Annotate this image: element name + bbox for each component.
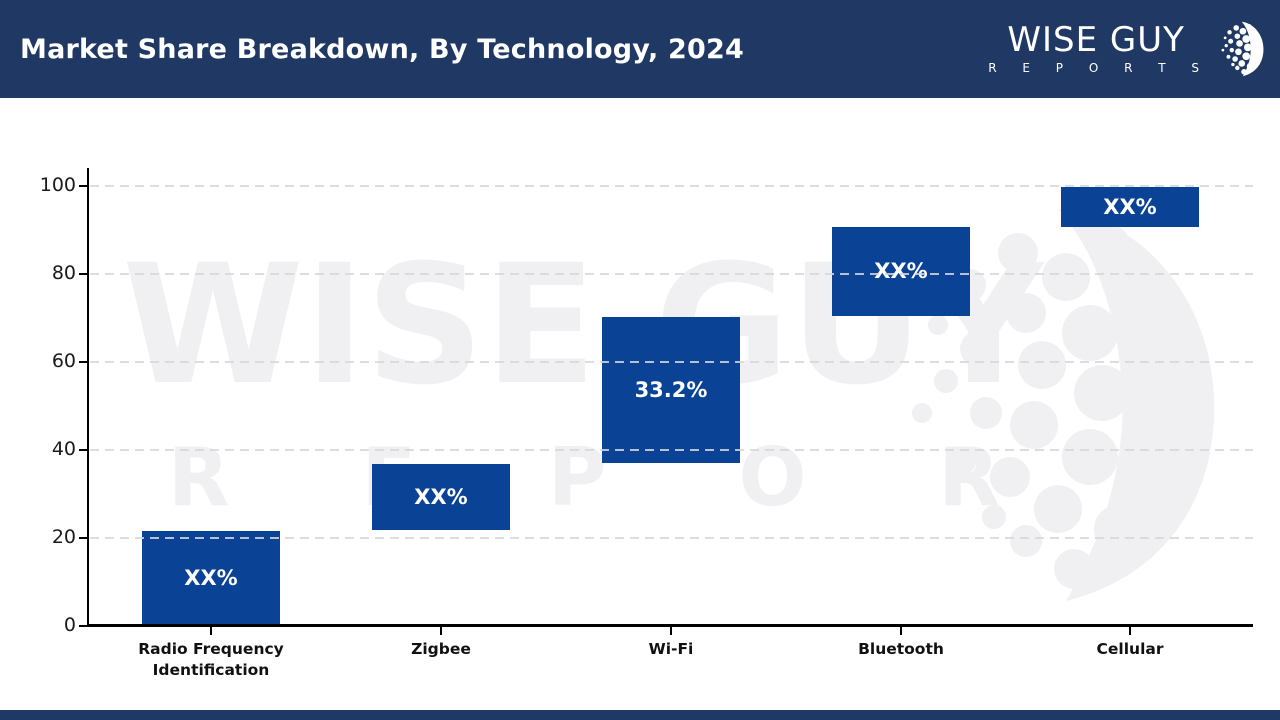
x-axis-tick bbox=[670, 627, 672, 635]
logo-subtext: R E P O R T S bbox=[988, 61, 1210, 75]
header-bar: Market Share Breakdown, By Technology, 2… bbox=[0, 0, 1280, 98]
y-axis-tick-label: 100 bbox=[39, 174, 76, 196]
y-axis-tick bbox=[79, 273, 88, 275]
y-axis-tick-label: 80 bbox=[51, 262, 76, 284]
gridline-60 bbox=[90, 361, 1253, 363]
y-axis-tick-label: 40 bbox=[51, 438, 76, 460]
x-axis-category-label: Cellular bbox=[1096, 640, 1164, 658]
bar-value-label: XX% bbox=[1103, 194, 1157, 219]
gridline-20 bbox=[90, 537, 1253, 539]
bar-bluetooth: XX% bbox=[832, 226, 970, 316]
footer-bar bbox=[0, 710, 1280, 720]
y-axis-tick-label: 20 bbox=[51, 526, 76, 548]
x-axis-line bbox=[87, 624, 1253, 627]
bar-value-label: XX% bbox=[184, 566, 238, 591]
y-axis-tick-label: 0 bbox=[63, 614, 76, 636]
y-axis-tick bbox=[79, 537, 88, 539]
x-axis-tick bbox=[1129, 627, 1131, 635]
x-axis-tick bbox=[210, 627, 212, 635]
x-axis-tick bbox=[440, 627, 442, 635]
bar-wi-fi: 33.2% bbox=[602, 317, 740, 464]
y-axis-tick bbox=[79, 361, 88, 363]
bar-cellular: XX% bbox=[1061, 186, 1199, 227]
dotted-head-icon bbox=[1221, 21, 1264, 77]
x-axis-category-label: Radio Frequency Identification bbox=[138, 640, 284, 679]
wise-guy-reports-logo: WISE GUY R E P O R T S bbox=[982, 11, 1264, 87]
bar-value-label: XX% bbox=[414, 485, 468, 510]
logo-wordmark: WISE GUY bbox=[1007, 20, 1185, 60]
x-axis-tick bbox=[900, 627, 902, 635]
bar-zigbee: XX% bbox=[372, 464, 510, 531]
x-axis-category-label: Bluetooth bbox=[858, 640, 944, 658]
bar-value-label: XX% bbox=[874, 259, 928, 284]
bar-value-label: 33.2% bbox=[634, 378, 708, 403]
y-axis-tick bbox=[79, 185, 88, 187]
y-axis-tick bbox=[79, 625, 88, 627]
y-axis-tick-label: 60 bbox=[51, 350, 76, 372]
y-axis-line bbox=[87, 168, 89, 627]
gridline-100 bbox=[90, 185, 1253, 187]
bar-radio-frequency-identification: XX% bbox=[142, 530, 280, 626]
y-axis-tick bbox=[79, 449, 88, 451]
x-axis-category-label: Zigbee bbox=[411, 640, 471, 658]
page-title: Market Share Breakdown, By Technology, 2… bbox=[20, 33, 745, 65]
gridline-80 bbox=[90, 273, 1253, 275]
logo-text: WISE GUY R E P O R T S bbox=[982, 23, 1210, 75]
gridline-40 bbox=[90, 449, 1253, 451]
x-axis-category-label: Wi-Fi bbox=[648, 640, 694, 658]
